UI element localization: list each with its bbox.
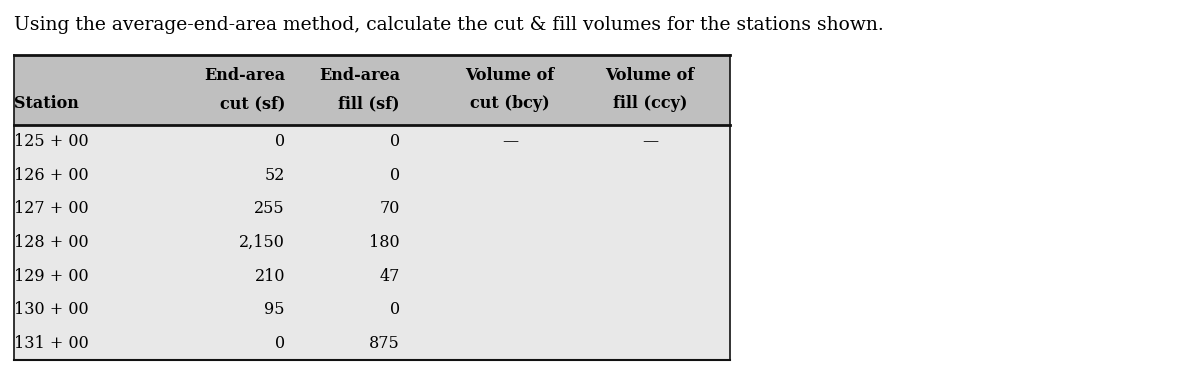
Text: Using the average-end-area method, calculate the cut & fill volumes for the stat: Using the average-end-area method, calcu… (14, 16, 884, 34)
Text: —: — (642, 133, 658, 150)
Text: 70: 70 (380, 200, 400, 217)
Bar (14, 125, 730, 360)
Text: Volume of: Volume of (606, 68, 694, 84)
Text: fill (ccy): fill (ccy) (613, 96, 687, 112)
Text: 0: 0 (274, 335, 285, 352)
Text: 52: 52 (265, 167, 285, 184)
Text: 0: 0 (390, 133, 400, 150)
Text: 130 + 00: 130 + 00 (14, 301, 89, 318)
Text: 131 + 00: 131 + 00 (14, 335, 89, 352)
Text: cut (bcy): cut (bcy) (470, 96, 550, 112)
Text: 2,150: 2,150 (239, 234, 285, 251)
Text: 0: 0 (390, 301, 400, 318)
Text: 127 + 00: 127 + 00 (14, 200, 89, 217)
Text: 0: 0 (274, 133, 285, 150)
Text: 210: 210 (254, 268, 285, 285)
Text: Volume of: Volume of (465, 68, 555, 84)
Text: 47: 47 (380, 268, 400, 285)
Text: 129 + 00: 129 + 00 (14, 268, 89, 285)
Bar (14, 55, 730, 125)
Text: 95: 95 (265, 301, 285, 318)
Text: 875: 875 (369, 335, 400, 352)
Text: cut (sf): cut (sf) (220, 96, 285, 112)
Text: End-area: End-area (319, 68, 400, 84)
Text: 0: 0 (390, 167, 400, 184)
Text: 125 + 00: 125 + 00 (14, 133, 89, 150)
Text: 126 + 00: 126 + 00 (14, 167, 89, 184)
Text: 128 + 00: 128 + 00 (14, 234, 89, 251)
Text: fill (sf): fill (sf) (338, 96, 400, 112)
Text: —: — (502, 133, 518, 150)
Text: End-area: End-area (203, 68, 285, 84)
Text: Station: Station (14, 96, 79, 112)
Text: 180: 180 (369, 234, 400, 251)
Text: 255: 255 (254, 200, 285, 217)
